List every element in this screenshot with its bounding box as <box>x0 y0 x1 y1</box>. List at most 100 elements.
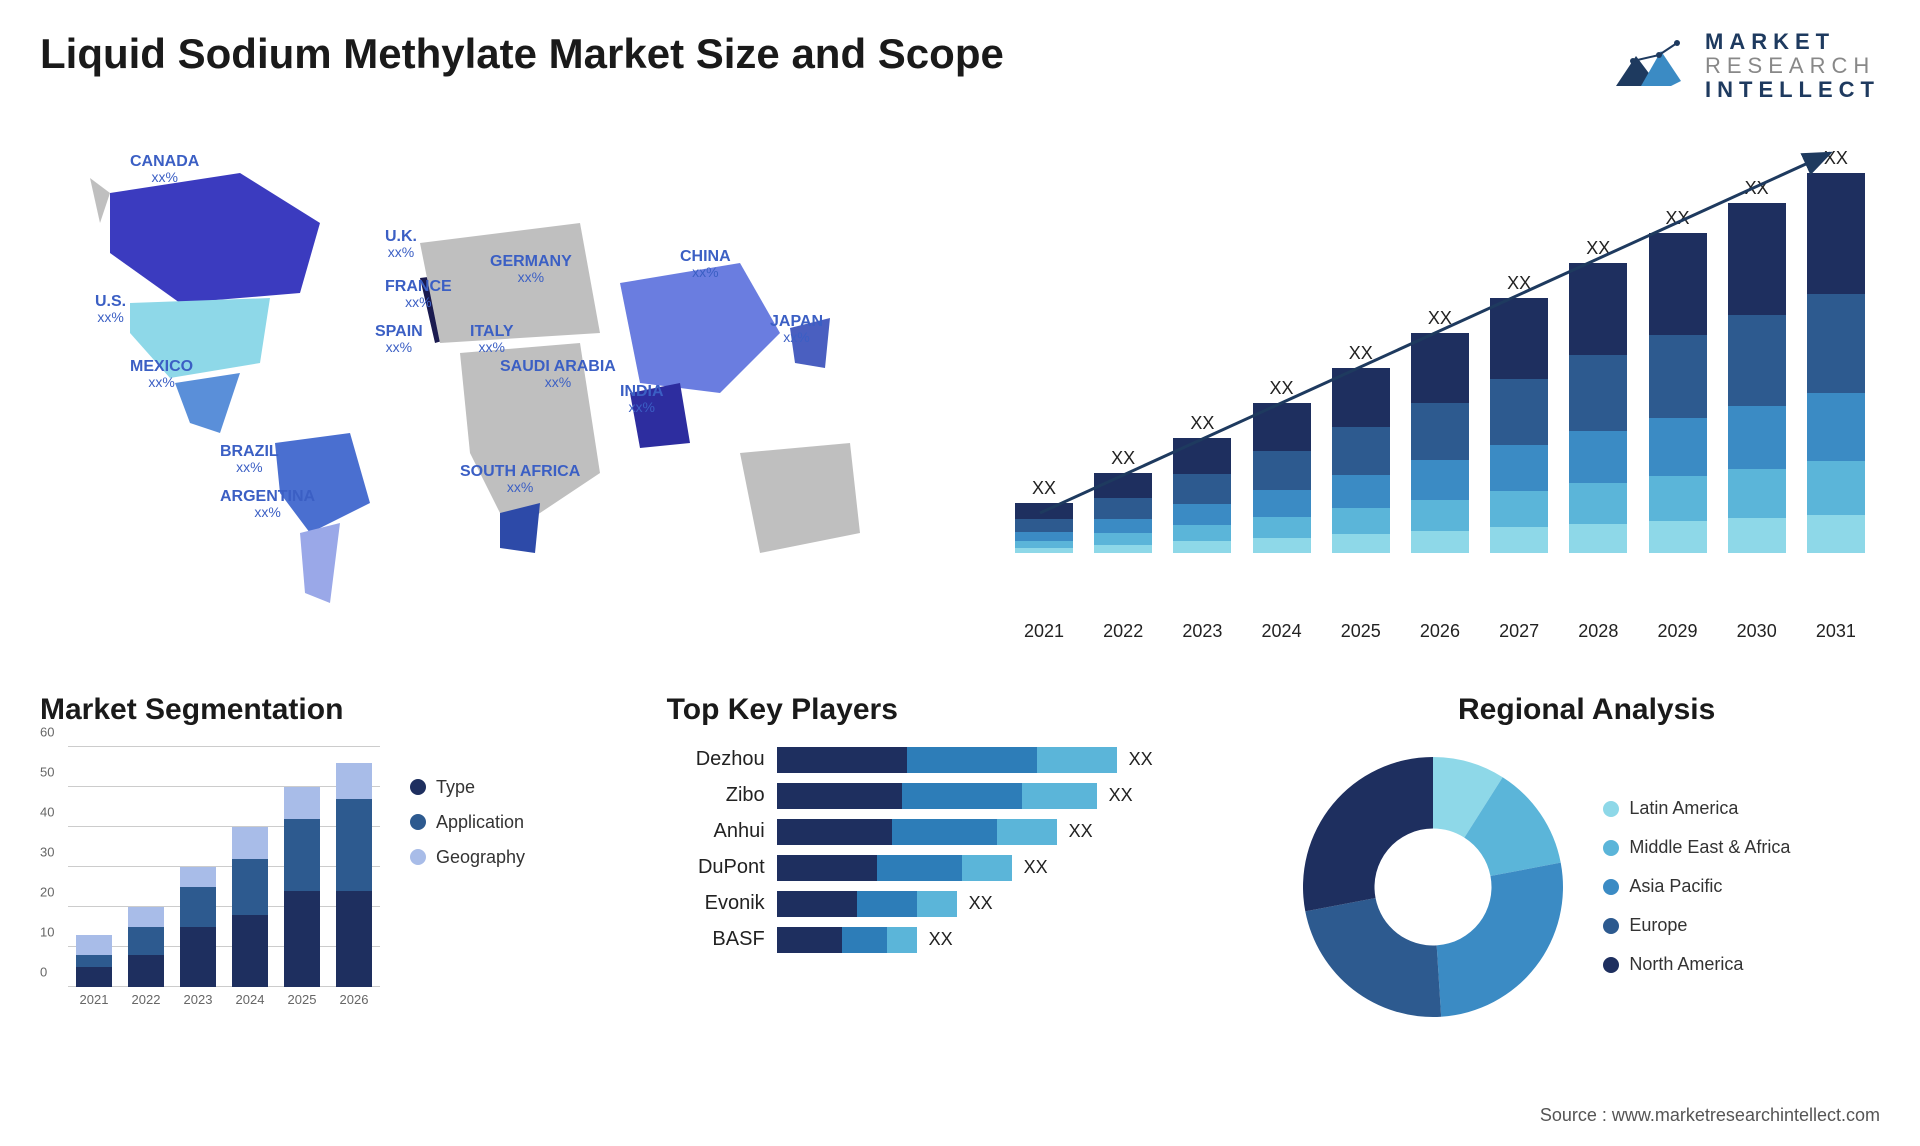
growth-bar-segment <box>1253 517 1311 538</box>
map-label: INDIAxx% <box>620 383 664 416</box>
key-player-segment <box>777 855 877 881</box>
growth-bar-segment <box>1490 491 1548 527</box>
key-player-row: DezhouXX <box>667 747 1254 773</box>
growth-bar-segment <box>1649 335 1707 418</box>
seg-bar-segment <box>232 859 268 915</box>
legend-item: Europe <box>1603 915 1790 936</box>
growth-x-label: 2021 <box>1010 621 1078 642</box>
growth-bar-label: XX <box>1190 413 1214 434</box>
legend-label: Middle East & Africa <box>1629 837 1790 858</box>
growth-bar-segment <box>1015 503 1073 519</box>
key-player-label: BASF <box>667 928 777 951</box>
legend-label: Application <box>436 812 524 833</box>
growth-bar-segment <box>1094 498 1152 519</box>
legend-label: Asia Pacific <box>1629 876 1722 897</box>
segmentation-legend: Type Application Geography <box>410 747 525 1007</box>
brand-logo: MARKET RESEARCH INTELLECT <box>1611 30 1880 103</box>
growth-bar-label: XX <box>1824 148 1848 169</box>
map-region <box>620 263 780 393</box>
growth-chart: XXXXXXXXXXXXXXXXXXXXXX 20212022202320242… <box>1000 133 1880 653</box>
legend-swatch <box>1603 801 1619 817</box>
legend-item: Latin America <box>1603 798 1790 819</box>
segmentation-panel: Market Segmentation 01020304050602021202… <box>40 693 627 1027</box>
growth-bar-segment <box>1332 534 1390 553</box>
growth-bar-segment <box>1332 508 1390 534</box>
source-text: Source : www.marketresearchintellect.com <box>1540 1105 1880 1126</box>
map-region <box>300 523 340 603</box>
key-player-value: XX <box>1069 821 1093 842</box>
growth-bar-segment <box>1569 483 1627 524</box>
key-player-bar <box>777 927 917 953</box>
growth-bar-segment <box>1253 490 1311 517</box>
legend-item: Asia Pacific <box>1603 876 1790 897</box>
seg-x-label: 2021 <box>76 992 112 1007</box>
seg-bar-segment <box>180 887 216 927</box>
map-label: BRAZILxx% <box>220 443 279 476</box>
key-player-segment <box>962 855 1012 881</box>
map-label: SAUDI ARABIAxx% <box>500 358 616 391</box>
map-region <box>110 173 320 303</box>
growth-bar: XX <box>1010 478 1078 553</box>
key-player-segment <box>917 891 957 917</box>
growth-bar-segment <box>1490 379 1548 445</box>
legend-label: Geography <box>436 847 525 868</box>
growth-bar-segment <box>1569 431 1627 483</box>
map-label: JAPANxx% <box>770 313 823 346</box>
seg-x-label: 2026 <box>336 992 372 1007</box>
growth-x-label: 2028 <box>1564 621 1632 642</box>
page-title: Liquid Sodium Methylate Market Size and … <box>40 30 1004 78</box>
seg-ytick: 30 <box>40 844 54 859</box>
legend-label: Type <box>436 777 475 798</box>
key-player-label: Dezhou <box>667 748 777 771</box>
seg-x-label: 2023 <box>180 992 216 1007</box>
key-player-row: ZiboXX <box>667 783 1254 809</box>
legend-item: Geography <box>410 847 525 868</box>
legend-item: Type <box>410 777 525 798</box>
growth-bar-segment <box>1332 475 1390 508</box>
growth-bar-segment <box>1728 406 1786 469</box>
growth-bar-label: XX <box>1111 448 1135 469</box>
growth-x-label: 2025 <box>1327 621 1395 642</box>
growth-bar-segment <box>1411 403 1469 460</box>
growth-bar-segment <box>1728 469 1786 518</box>
growth-bar-segment <box>1807 461 1865 514</box>
seg-ytick: 10 <box>40 924 54 939</box>
logo-icon <box>1611 31 1691 101</box>
growth-bar-segment <box>1728 518 1786 553</box>
growth-bar-segment <box>1411 500 1469 531</box>
growth-bar: XX <box>1723 178 1791 553</box>
key-player-value: XX <box>1024 857 1048 878</box>
legend-swatch <box>410 849 426 865</box>
key-player-segment <box>907 747 1037 773</box>
key-player-segment <box>857 891 917 917</box>
key-player-segment <box>892 819 997 845</box>
growth-bar: XX <box>1168 413 1236 553</box>
map-label: GERMANYxx% <box>490 253 572 286</box>
regional-panel: Regional Analysis Latin AmericaMiddle Ea… <box>1293 693 1880 1027</box>
seg-x-label: 2025 <box>284 992 320 1007</box>
donut-slice <box>1437 862 1563 1016</box>
key-player-row: EvonikXX <box>667 891 1254 917</box>
legend-label: Europe <box>1629 915 1687 936</box>
key-player-row: DuPontXX <box>667 855 1254 881</box>
key-player-segment <box>777 891 857 917</box>
map-label: U.S.xx% <box>95 293 126 326</box>
growth-x-label: 2023 <box>1168 621 1236 642</box>
seg-x-label: 2024 <box>232 992 268 1007</box>
growth-x-label: 2022 <box>1089 621 1157 642</box>
key-player-bar <box>777 891 957 917</box>
seg-ytick: 40 <box>40 804 54 819</box>
seg-bar <box>336 763 372 987</box>
growth-bar: XX <box>1327 343 1395 553</box>
segmentation-chart: 0102030405060202120222023202420252026 <box>40 747 380 1007</box>
key-player-segment <box>887 927 917 953</box>
map-label: FRANCExx% <box>385 278 452 311</box>
seg-bar-segment <box>128 955 164 987</box>
growth-bar-label: XX <box>1349 343 1373 364</box>
seg-x-label: 2022 <box>128 992 164 1007</box>
growth-bar-segment <box>1332 368 1390 427</box>
key-player-segment <box>777 927 842 953</box>
key-player-segment <box>777 783 902 809</box>
seg-bar <box>284 787 320 987</box>
seg-bar-segment <box>284 891 320 987</box>
